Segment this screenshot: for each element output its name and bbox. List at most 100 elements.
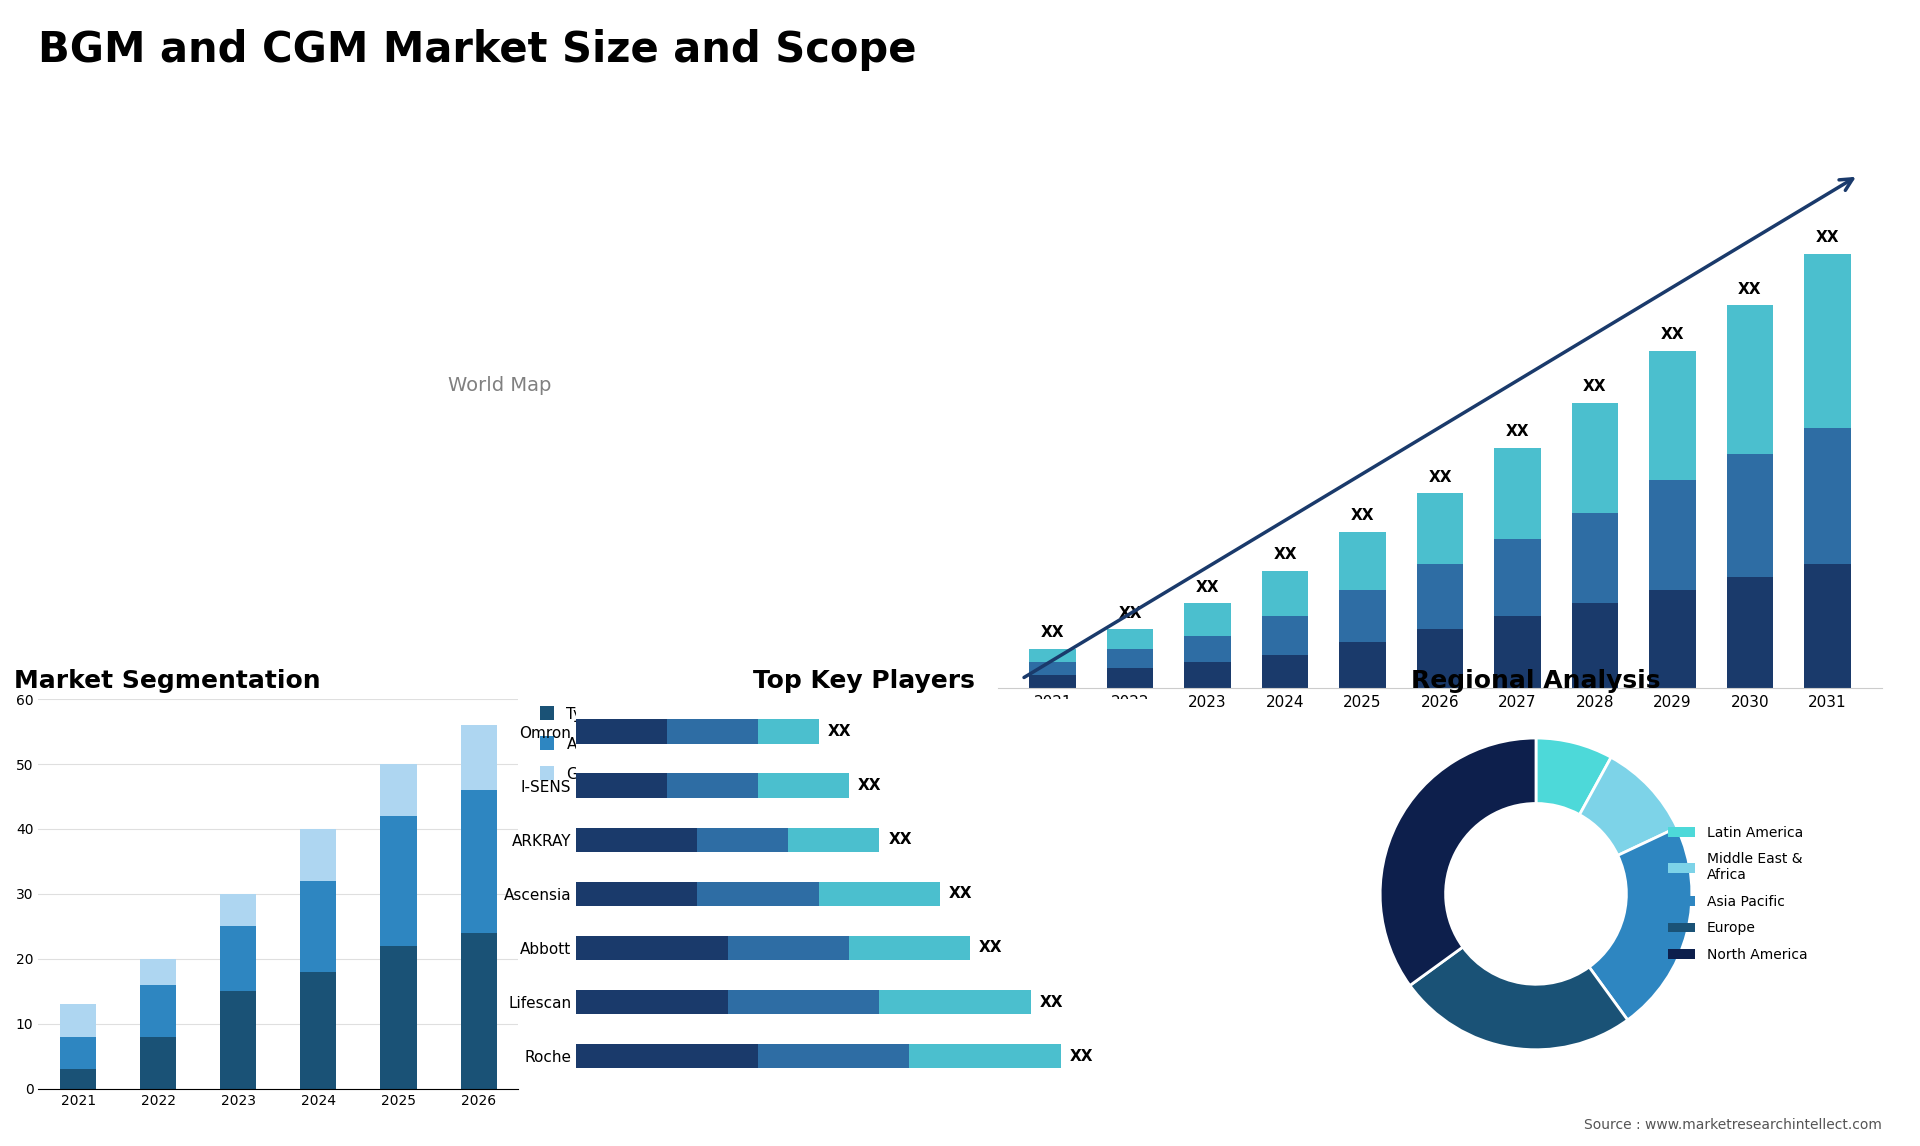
Bar (728, 990, 879, 1014)
Bar (576, 1044, 758, 1068)
Text: XX: XX (858, 778, 881, 793)
Bar (758, 720, 818, 744)
Bar (666, 774, 758, 798)
Bar (576, 827, 697, 851)
Bar (221, 894, 257, 926)
Bar (461, 725, 497, 790)
Bar (1029, 661, 1075, 675)
Bar (1106, 668, 1154, 688)
Bar (758, 774, 849, 798)
Bar (1261, 617, 1308, 656)
Wedge shape (1409, 947, 1628, 1050)
Bar (1572, 512, 1619, 604)
Bar (1417, 629, 1463, 688)
Bar (300, 881, 336, 972)
Bar (221, 926, 257, 991)
Text: XX: XX (1738, 282, 1763, 297)
Bar (576, 774, 666, 798)
Bar (576, 881, 697, 906)
Bar (1417, 493, 1463, 565)
Bar (1340, 642, 1386, 688)
Bar (910, 1044, 1062, 1068)
Bar (1805, 429, 1851, 565)
Bar (1494, 539, 1540, 617)
Text: XX: XX (1584, 379, 1607, 394)
Bar (461, 790, 497, 933)
Text: XX: XX (948, 886, 972, 902)
Wedge shape (1580, 758, 1676, 855)
Bar (576, 990, 728, 1014)
Bar (1726, 454, 1774, 578)
Bar (576, 720, 666, 744)
Bar (849, 936, 970, 960)
Text: XX: XX (1816, 230, 1839, 245)
Text: XX: XX (1069, 1049, 1094, 1063)
Title: Top Key Players: Top Key Players (753, 669, 975, 693)
Bar (60, 1069, 96, 1089)
Bar (879, 990, 1031, 1014)
Bar (1417, 565, 1463, 629)
Bar (140, 984, 177, 1037)
Text: World Map: World Map (447, 376, 551, 395)
Bar (300, 972, 336, 1089)
Bar (1185, 636, 1231, 661)
Bar (1261, 571, 1308, 617)
Text: XX: XX (1041, 625, 1064, 641)
Bar (1649, 351, 1695, 480)
Bar (1494, 617, 1540, 688)
Bar (697, 827, 789, 851)
Text: BGM and CGM Market Size and Scope: BGM and CGM Market Size and Scope (38, 29, 918, 71)
Bar (1572, 402, 1619, 512)
Wedge shape (1590, 827, 1692, 1020)
Bar (1726, 305, 1774, 454)
Bar (697, 881, 818, 906)
Bar (380, 945, 417, 1089)
Bar (221, 991, 257, 1089)
Bar (1106, 649, 1154, 668)
Polygon shape (1755, 29, 1824, 65)
Text: XX: XX (828, 724, 851, 739)
Text: XX: XX (1117, 605, 1142, 621)
Bar (380, 816, 417, 945)
Bar (728, 936, 849, 960)
Bar (1805, 565, 1851, 688)
Legend: Latin America, Middle East &
Africa, Asia Pacific, Europe, North America: Latin America, Middle East & Africa, Asi… (1668, 826, 1807, 961)
Bar (140, 1037, 177, 1089)
Text: XX: XX (889, 832, 912, 847)
Text: XX: XX (1428, 470, 1452, 485)
Bar (1572, 604, 1619, 688)
Text: XX: XX (1041, 995, 1064, 1010)
Bar (300, 829, 336, 881)
Bar (380, 764, 417, 816)
Text: XX: XX (1352, 509, 1375, 524)
Wedge shape (1380, 738, 1536, 986)
Bar (461, 933, 497, 1089)
Text: MARKET: MARKET (1778, 73, 1826, 84)
Polygon shape (1657, 56, 1782, 121)
Bar (1029, 649, 1075, 661)
Bar (1261, 656, 1308, 688)
Bar (1340, 532, 1386, 590)
Bar (1649, 590, 1695, 688)
Bar (140, 959, 177, 984)
Bar (666, 720, 758, 744)
Bar (60, 1037, 96, 1069)
Bar (60, 1004, 96, 1037)
Bar (818, 881, 939, 906)
Bar (789, 827, 879, 851)
Bar (1185, 661, 1231, 688)
Bar (576, 936, 728, 960)
Bar (758, 1044, 910, 1068)
Bar (1185, 604, 1231, 636)
Bar (1340, 590, 1386, 642)
Wedge shape (1536, 738, 1611, 815)
Text: XX: XX (1661, 327, 1684, 342)
Bar (1805, 253, 1851, 429)
Text: INTELLECT: INTELLECT (1770, 112, 1834, 121)
Title: Regional Analysis: Regional Analysis (1411, 669, 1661, 693)
Text: Source : www.marketresearchintellect.com: Source : www.marketresearchintellect.com (1584, 1118, 1882, 1132)
Text: RESEARCH: RESEARCH (1772, 93, 1834, 103)
Bar (1106, 629, 1154, 649)
Text: XX: XX (1196, 580, 1219, 595)
Text: Market Segmentation: Market Segmentation (13, 669, 321, 693)
